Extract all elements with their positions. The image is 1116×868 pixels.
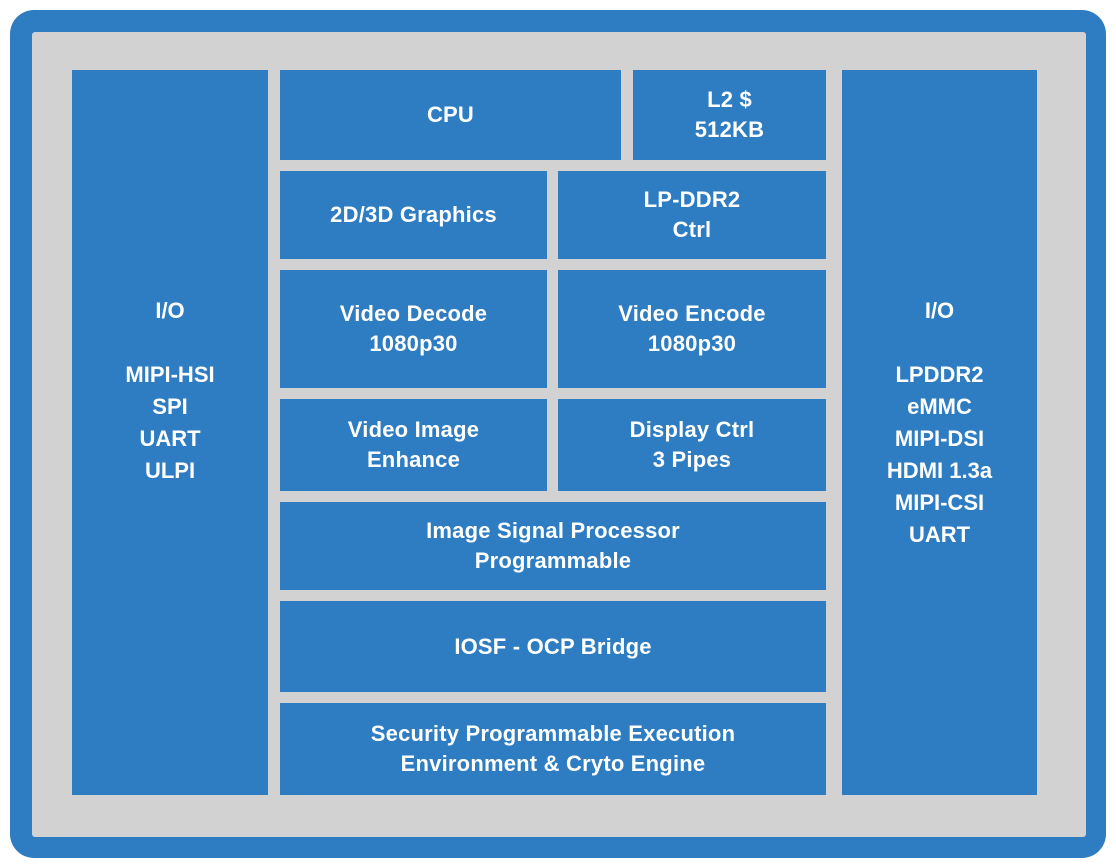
- row-security: Security Programmable Execution Environm…: [280, 703, 826, 795]
- block-image-signal-processor: Image Signal Processor Programmable: [280, 502, 826, 590]
- io-item-emmc: eMMC: [907, 394, 972, 419]
- io-item-mipi-csi: MIPI-CSI: [894, 490, 985, 515]
- io-item-spi: SPI: [152, 394, 188, 419]
- row-iosf-bridge: IOSF - OCP Bridge: [280, 601, 826, 692]
- block-display-ctrl-label: Display Ctrl 3 Pipes: [629, 417, 755, 472]
- block-iosf-ocp-bridge: IOSF - OCP Bridge: [280, 601, 826, 692]
- chip-outer-frame: I/O MIPI-HSI SPI UART ULPI CPU L2 $ 512K…: [10, 10, 1106, 858]
- block-video-decode: Video Decode 1080p30: [280, 270, 547, 388]
- block-2d3d-graphics-label: 2D/3D Graphics: [330, 202, 497, 227]
- block-video-decode-label: Video Decode 1080p30: [339, 301, 488, 356]
- io-item-lpddr2: LPDDR2: [895, 362, 984, 387]
- block-video-encode: Video Encode 1080p30: [558, 270, 826, 388]
- row-video-codec: Video Decode 1080p30 Video Encode 1080p3…: [280, 270, 826, 388]
- block-2d3d-graphics: 2D/3D Graphics: [280, 171, 547, 259]
- left-io-heading: I/O: [155, 298, 185, 323]
- block-security-engine: Security Programmable Execution Environm…: [280, 703, 826, 795]
- block-video-image-enhance: Video Image Enhance: [280, 399, 547, 491]
- block-l2-cache: L2 $ 512KB: [633, 70, 826, 160]
- io-item-ulpi: ULPI: [144, 458, 196, 483]
- row-video-display: Video Image Enhance Display Ctrl 3 Pipes: [280, 399, 826, 491]
- right-io-block: I/O LPDDR2 eMMC MIPI-DSI HDMI 1.3a MIPI-…: [842, 70, 1037, 795]
- block-image-signal-processor-label: Image Signal Processor Programmable: [426, 518, 680, 573]
- row-isp: Image Signal Processor Programmable: [280, 502, 826, 590]
- io-item-mipi-hsi: MIPI-HSI: [125, 362, 215, 387]
- block-display-ctrl: Display Ctrl 3 Pipes: [558, 399, 826, 491]
- block-video-image-enhance-label: Video Image Enhance: [347, 417, 480, 472]
- block-cpu-label: CPU: [426, 102, 475, 127]
- io-item-uart-left: UART: [139, 426, 201, 451]
- io-item-hdmi: HDMI 1.3a: [886, 458, 993, 483]
- row-graphics-memctrl: 2D/3D Graphics LP-DDR2 Ctrl: [280, 171, 826, 259]
- row-cpu: CPU L2 $ 512KB: [280, 70, 826, 160]
- left-io-block: I/O MIPI-HSI SPI UART ULPI: [72, 70, 268, 795]
- block-security-engine-label: Security Programmable Execution Environm…: [370, 721, 736, 776]
- io-item-uart-right: UART: [908, 522, 971, 547]
- block-video-encode-label: Video Encode 1080p30: [618, 301, 766, 356]
- io-item-mipi-dsi: MIPI-DSI: [894, 426, 985, 451]
- block-lpddr2-ctrl: LP-DDR2 Ctrl: [558, 171, 826, 259]
- center-stack: CPU L2 $ 512KB 2D/3D Graphics LP-DDR2 Ct…: [280, 70, 826, 795]
- block-cpu: CPU: [280, 70, 621, 160]
- diagram-layout: I/O MIPI-HSI SPI UART ULPI CPU L2 $ 512K…: [72, 70, 1037, 795]
- block-l2-cache-label: L2 $ 512KB: [694, 87, 765, 142]
- right-io-heading: I/O: [924, 298, 955, 323]
- chip-board: I/O MIPI-HSI SPI UART ULPI CPU L2 $ 512K…: [32, 32, 1086, 837]
- block-iosf-ocp-bridge-label: IOSF - OCP Bridge: [454, 633, 652, 659]
- block-lpddr2-ctrl-label: LP-DDR2 Ctrl: [643, 187, 741, 242]
